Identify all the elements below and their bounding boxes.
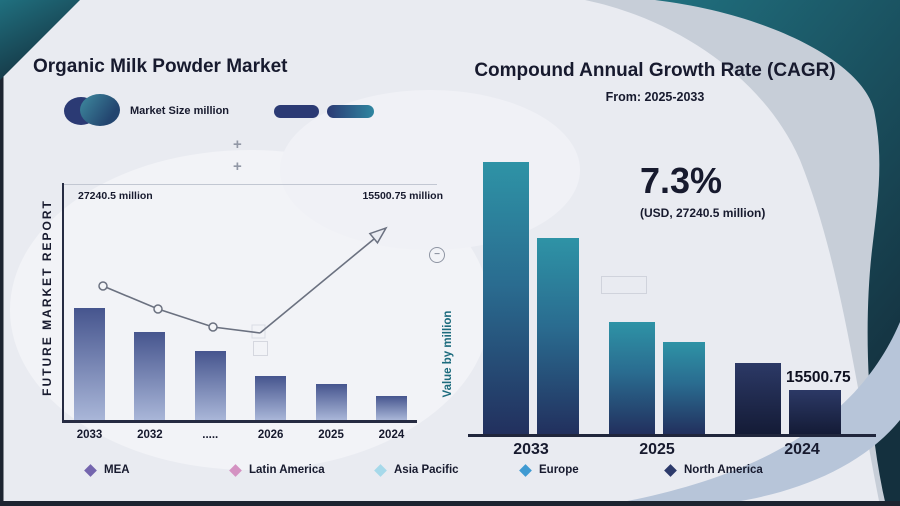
market-size-legend-icon [64, 94, 122, 128]
market-bar-column: 2025 [315, 183, 347, 441]
ghost-square-decoration [601, 276, 647, 294]
legend-diamond-icon [374, 463, 387, 477]
cagr-bar-group-2033: 2033 [483, 162, 579, 458]
market-bar-column: ..... [194, 183, 226, 441]
market-x-label: ..... [202, 429, 219, 441]
market-x-label: 2032 [137, 429, 163, 441]
market-x-label: 2033 [76, 429, 103, 441]
chart-top-rule [62, 184, 437, 185]
legend-diamond-icon [519, 463, 532, 477]
market-bar [315, 384, 347, 420]
plus-icon: + [233, 158, 242, 175]
value-by-million-label: Value by million [442, 310, 454, 398]
min-value-label: 15500.75 million [362, 190, 443, 202]
teal-corner-shape [655, 0, 900, 506]
market-bars: 2033 2032..... 2026 2025 2024 [74, 183, 407, 441]
market-bar [194, 351, 226, 420]
cagr-bar-group-2025: 2025 [609, 322, 705, 458]
market-bar-column: 2032 [134, 183, 166, 441]
page-title: Organic Milk Powder Market [33, 56, 288, 77]
gray-band-shape [585, 0, 900, 506]
cagr-range-label: From: 2025-2033 [605, 90, 705, 104]
legend-diamond-icon [229, 463, 242, 477]
legend-label: Europe [539, 464, 579, 476]
cagr-x-label: 2033 [513, 441, 549, 458]
legend-label: Latin America [249, 464, 325, 476]
cagr-percentage: 7.3% [640, 160, 723, 201]
cagr-bar [735, 363, 781, 434]
plus-icon: + [233, 136, 242, 153]
legend-item-europe: Europe [519, 463, 666, 477]
range-pill-dark [274, 104, 319, 118]
max-value-label: 27240.5 million [78, 190, 153, 202]
cagr-detail: (USD, 27240.5 million) [640, 206, 766, 220]
region-legend: MEA Latin America Asia Pacific Europe North … [84, 463, 811, 477]
minus-glyph: − [434, 249, 440, 260]
cagr-bar [483, 162, 529, 434]
market-x-label: 2026 [257, 429, 284, 441]
market-size-legend: Market Size million [64, 94, 374, 128]
cagr-bar-group-2024: 2024 [735, 363, 841, 458]
market-bar [375, 396, 407, 420]
market-size-legend-label: Market Size million [130, 105, 230, 117]
legend-item-north-america: North America [664, 463, 811, 477]
cagr-chart: 2033 2025 2024 [468, 160, 876, 458]
cagr-x-label: 2024 [784, 441, 820, 458]
legend-label: Asia Pacific [394, 464, 459, 476]
value-2024-label: 15500.75 [786, 369, 851, 386]
range-pill-gradient [327, 104, 374, 118]
market-bar [74, 308, 105, 420]
market-bar-column: 2026 [255, 183, 287, 441]
legend-label: North America [684, 464, 763, 476]
cagr-bar [537, 238, 579, 434]
top-left-triangle [0, 0, 80, 80]
left-edge-strip [0, 0, 4, 506]
bottom-edge-strip [0, 501, 900, 506]
disc-teal-half [80, 94, 120, 126]
cagr-bar [789, 390, 841, 434]
legend-diamond-icon [664, 463, 677, 477]
cagr-title: Compound Annual Growth Rate (CAGR) [474, 60, 836, 81]
future-market-report-label: FUTURE MARKET REPORT [40, 199, 54, 396]
market-x-label: 2025 [318, 429, 344, 441]
ghost-square-decoration [253, 341, 268, 356]
market-bar [255, 376, 287, 420]
legend-item-mea: MEA [84, 463, 231, 477]
market-x-label: 2024 [378, 429, 405, 441]
legend-item-latin-america: Latin America [229, 463, 376, 477]
market-bar-column: 2024 [375, 183, 407, 441]
minus-circle-icon: − [429, 247, 445, 263]
cagr-bar [609, 322, 655, 434]
legend-item-asia-pacific: Asia Pacific [374, 463, 521, 477]
market-bar [134, 332, 166, 420]
market-bar-column: 2033 [74, 183, 105, 441]
legend-label: MEA [104, 464, 130, 476]
cagr-bar [663, 342, 705, 434]
blue-band-shape [600, 322, 900, 506]
legend-diamond-icon [84, 463, 97, 477]
cagr-value-block: 7.3% (USD, 27240.5 million) [640, 160, 766, 221]
cagr-x-label: 2025 [639, 441, 675, 458]
market-size-chart: 27240.5 million 15500.75 million 2033 203… [62, 183, 443, 441]
